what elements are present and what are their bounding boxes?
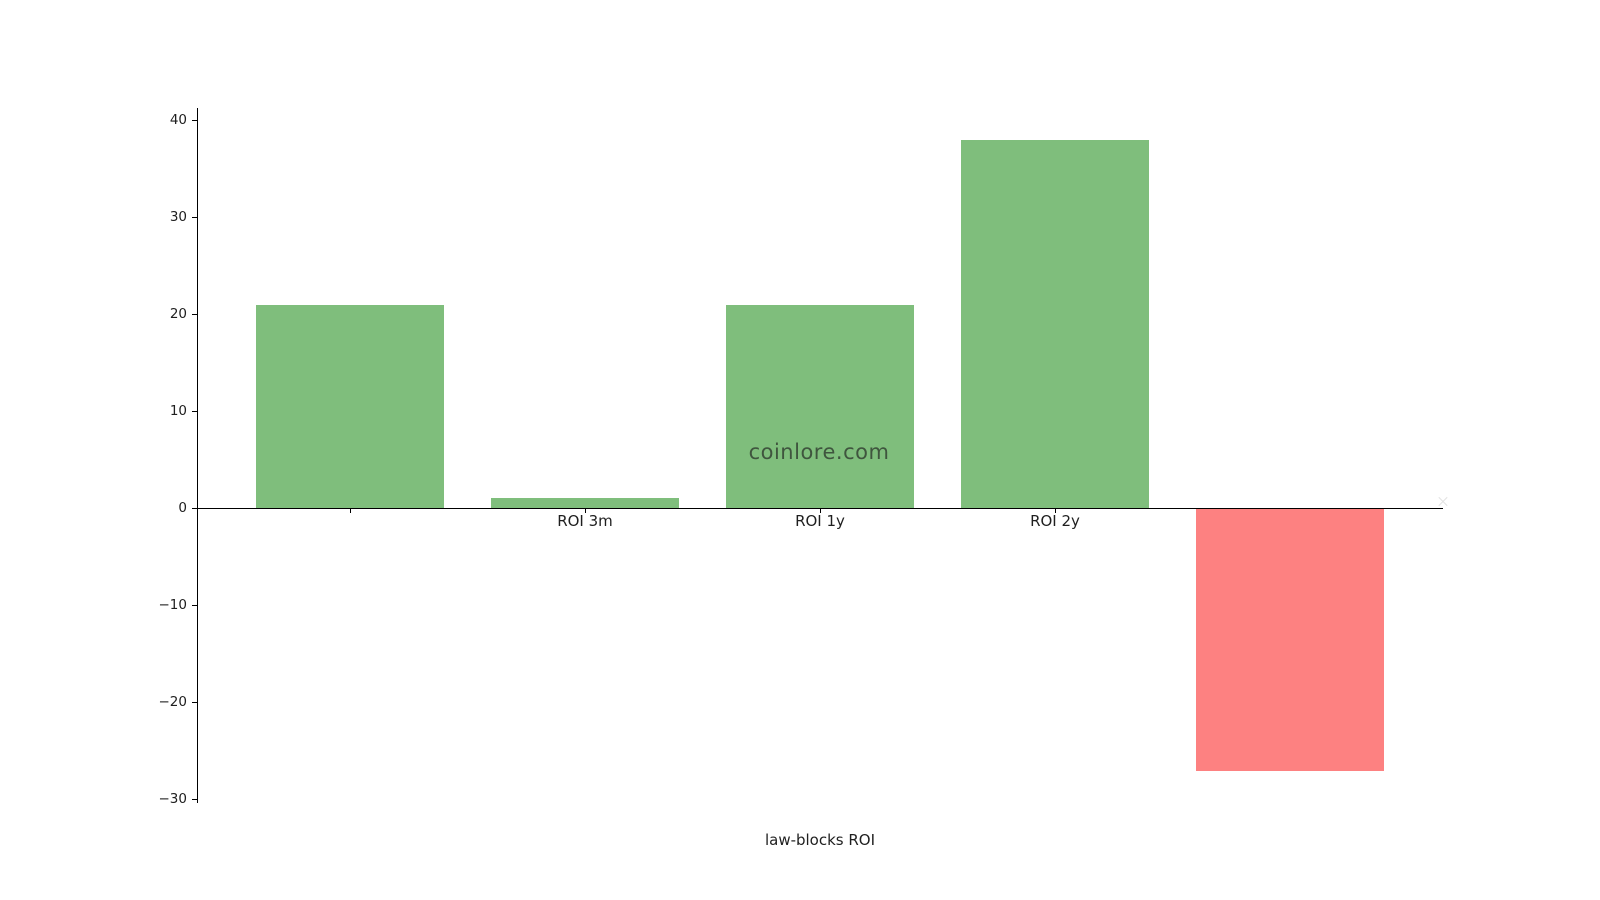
y-tick-label: 30 xyxy=(169,209,187,225)
y-tick-label: −10 xyxy=(158,597,188,613)
y-tick-mark xyxy=(192,799,197,800)
y-tick-label: 40 xyxy=(169,112,187,128)
bar-roi-2y xyxy=(961,140,1149,508)
x-tick-mark xyxy=(350,509,351,513)
cursor-artifact xyxy=(1437,496,1449,508)
x-tick-label: ROI 1y xyxy=(795,512,845,530)
x-tick-mark xyxy=(820,509,821,513)
x-tick-mark xyxy=(585,509,586,513)
x-tick-label: ROI 2y xyxy=(1030,512,1080,530)
bar-5 xyxy=(1196,509,1384,771)
y-tick-label: −30 xyxy=(158,791,188,807)
bar-1 xyxy=(256,305,444,508)
y-axis-spine xyxy=(197,108,198,803)
y-tick-mark xyxy=(192,120,197,121)
x-axis-title: law-blocks ROI xyxy=(764,831,876,849)
y-tick-label: 20 xyxy=(169,306,187,322)
y-tick-mark xyxy=(192,314,197,315)
y-tick-label: 10 xyxy=(169,403,187,419)
x-axis-line xyxy=(197,508,1443,509)
x-tick-mark xyxy=(1055,509,1056,513)
x-tick-label: ROI 3m xyxy=(557,512,613,530)
y-tick-mark xyxy=(192,217,197,218)
y-tick-mark xyxy=(192,605,197,606)
y-tick-label: 0 xyxy=(178,500,187,516)
y-tick-label: −20 xyxy=(158,694,188,710)
bar-roi-3m xyxy=(491,498,679,508)
y-tick-mark xyxy=(192,702,197,703)
y-tick-mark xyxy=(192,411,197,412)
y-tick-mark xyxy=(192,508,197,509)
bar-roi-1y xyxy=(726,305,914,508)
watermark-text: coinlore.com xyxy=(748,440,890,464)
